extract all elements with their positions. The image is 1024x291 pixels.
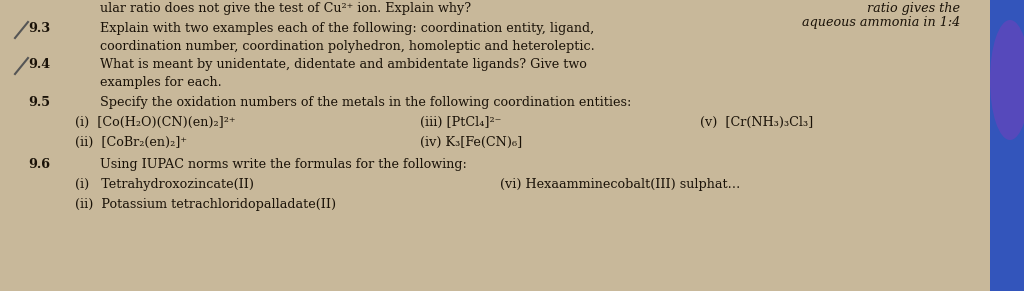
Text: Specify the oxidation numbers of the metals in the following coordination entiti: Specify the oxidation numbers of the met… (100, 96, 632, 109)
Text: (i)   Tetrahydroxozincate(II): (i) Tetrahydroxozincate(II) (75, 178, 254, 191)
Text: (iii) [PtCl₄]²⁻: (iii) [PtCl₄]²⁻ (420, 116, 502, 129)
Text: (vi) Hexaamminecobalt(III) sulphat…: (vi) Hexaamminecobalt(III) sulphat… (500, 178, 740, 191)
Text: (ii)  [CoBr₂(en)₂]⁺: (ii) [CoBr₂(en)₂]⁺ (75, 136, 187, 149)
Text: coordination number, coordination polyhedron, homoleptic and heteroleptic.: coordination number, coordination polyhe… (100, 40, 595, 53)
Text: Using IUPAC norms write the formulas for the following:: Using IUPAC norms write the formulas for… (100, 158, 467, 171)
Text: 9.6: 9.6 (28, 158, 50, 171)
Text: 9.5: 9.5 (28, 96, 50, 109)
Text: 9.4: 9.4 (28, 58, 50, 71)
Text: (i)  [Co(H₂O)(CN)(en)₂]²⁺: (i) [Co(H₂O)(CN)(en)₂]²⁺ (75, 116, 236, 129)
Text: aqueous ammonia in 1:4: aqueous ammonia in 1:4 (802, 16, 961, 29)
Text: ular ratio does not give the test of Cu²⁺ ion. Explain why?: ular ratio does not give the test of Cu²… (100, 2, 471, 15)
Text: examples for each.: examples for each. (100, 76, 222, 89)
Text: ratio gives the: ratio gives the (867, 2, 961, 15)
Text: (iv) K₃[Fe(CN)₆]: (iv) K₃[Fe(CN)₆] (420, 136, 522, 149)
Ellipse shape (990, 20, 1024, 140)
Text: What is meant by unidentate, didentate and ambidentate ligands? Give two: What is meant by unidentate, didentate a… (100, 58, 587, 71)
Text: (v)  [Cr(NH₃)₃Cl₃]: (v) [Cr(NH₃)₃Cl₃] (700, 116, 813, 129)
Text: (ii)  Potassium tetrachloridopalladate(II): (ii) Potassium tetrachloridopalladate(II… (75, 198, 336, 211)
Text: Explain with two examples each of the following: coordination entity, ligand,: Explain with two examples each of the fo… (100, 22, 594, 35)
Bar (990, 0, 1024, 291)
Text: 9.3: 9.3 (28, 22, 50, 35)
